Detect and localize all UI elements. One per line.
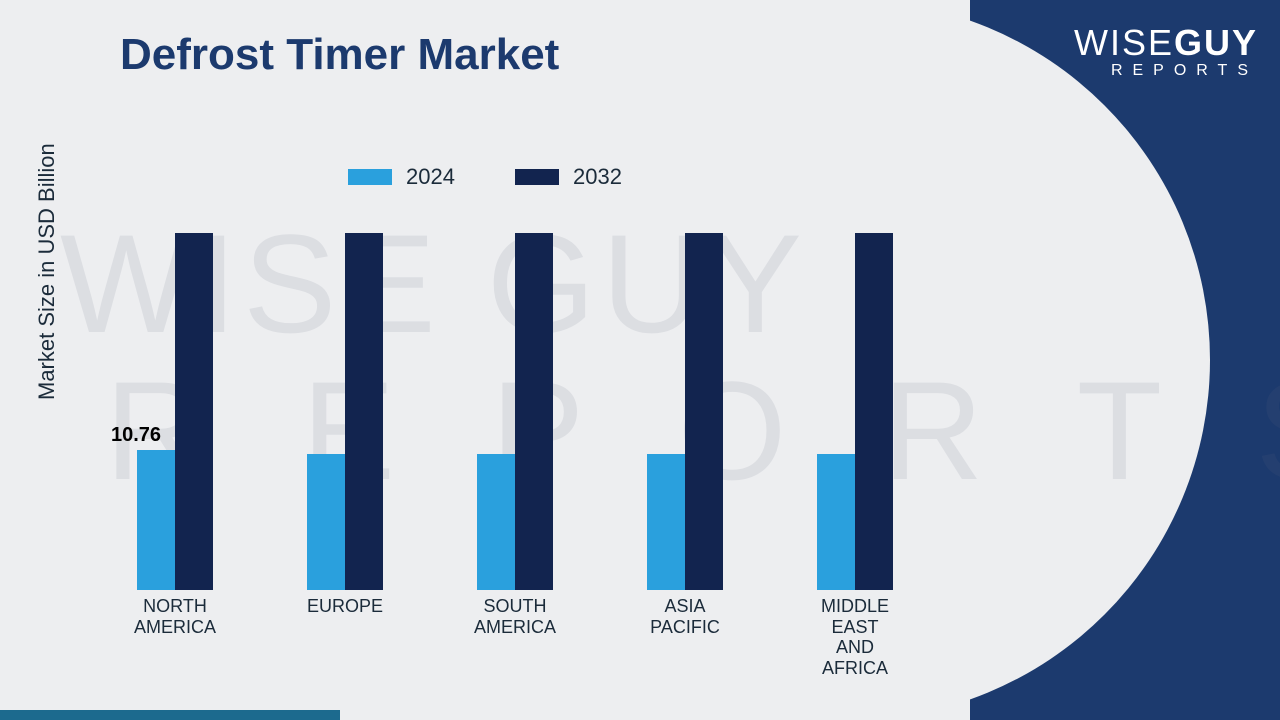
data-label: 10.76 <box>111 424 161 447</box>
bar <box>175 233 213 591</box>
bar <box>647 454 685 591</box>
bar <box>307 454 345 591</box>
bar <box>137 450 175 590</box>
legend: 2024 2032 <box>0 164 970 190</box>
bar-group <box>307 233 383 591</box>
bar <box>855 233 893 591</box>
legend-swatch-2032 <box>515 169 559 185</box>
legend-label-2032: 2032 <box>573 164 622 190</box>
x-axis-label: ASIA PACIFIC <box>615 596 755 679</box>
content-area: Defrost Timer Market 2024 2032 Market Si… <box>0 0 970 720</box>
legend-swatch-2024 <box>348 169 392 185</box>
bar <box>345 233 383 591</box>
bar <box>515 233 553 591</box>
x-axis: NORTH AMERICA EUROPE SOUTH AMERICA ASIA PAC… <box>90 596 940 679</box>
bar-group <box>647 233 723 591</box>
bar-group <box>817 233 893 591</box>
legend-item-2032: 2032 <box>515 164 622 190</box>
x-axis-label: MIDDLE EAST AND AFRICA <box>785 596 925 679</box>
chart-plot-area: 10.76 <box>90 200 940 590</box>
y-axis-label: Market Size in USD Billion <box>34 143 60 400</box>
brand-line-2: REPORTS <box>1074 62 1258 80</box>
bar <box>817 454 855 591</box>
brand-logo: WISEGUY REPORTS <box>1074 22 1258 80</box>
bar-group <box>477 233 553 591</box>
x-axis-label: SOUTH AMERICA <box>445 596 585 679</box>
chart-title: Defrost Timer Market <box>120 30 970 80</box>
x-axis-label: NORTH AMERICA <box>105 596 245 679</box>
bar <box>685 233 723 591</box>
brand-line-1: WISEGUY <box>1074 22 1258 64</box>
legend-label-2024: 2024 <box>406 164 455 190</box>
stage: WISEGUY REPORTS WISE GUY R E P O R T S D… <box>0 0 1280 720</box>
brand-word-2: GUY <box>1174 22 1258 63</box>
brand-word-1: WISE <box>1074 22 1174 63</box>
bar <box>477 454 515 591</box>
bar-groups <box>90 200 940 590</box>
bar-group <box>137 233 213 591</box>
legend-item-2024: 2024 <box>348 164 455 190</box>
x-axis-label: EUROPE <box>275 596 415 679</box>
